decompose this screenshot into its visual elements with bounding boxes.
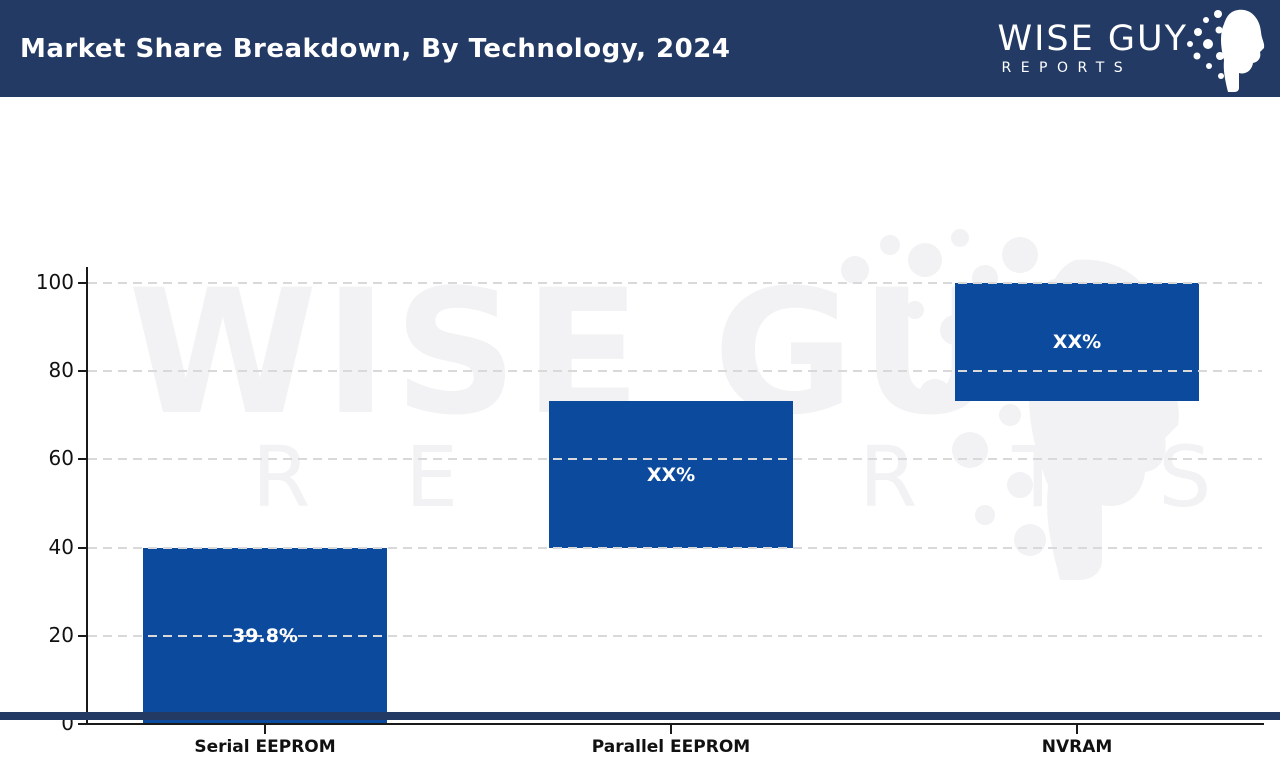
y-tick-label: 80 [48, 358, 74, 383]
x-tick-mark [264, 725, 266, 734]
wiseguy-face-icon [1187, 9, 1265, 92]
bar-value-label: XX% [1052, 330, 1102, 353]
bar [549, 400, 793, 549]
y-tick-mark [78, 634, 87, 637]
y-axis-line [86, 267, 88, 725]
wiseguy-logo: WISE GUY REPORTS [997, 6, 1280, 92]
y-gridline [88, 458, 1262, 461]
chart-area: 0 20 40 60 80 100 39.8% Serial EEPROM XX% Paralle… [0, 97, 1280, 757]
x-axis-line [86, 723, 1264, 725]
logo-wiseguy-text: WISE GUY [997, 18, 1188, 59]
x-category-label: NVRAM [1041, 737, 1113, 757]
y-gridline [88, 546, 1262, 549]
x-tick-mark [1076, 725, 1078, 734]
x-tick-mark [670, 725, 672, 734]
header-bar: Market Share Breakdown, By Technology, 2… [0, 0, 1280, 97]
y-gridline [88, 370, 1262, 373]
bar-value-label: XX% [646, 463, 696, 486]
chart-title: Market Share Breakdown, By Technology, 2… [20, 33, 731, 64]
y-tick-mark [78, 546, 87, 549]
logo-reports-text: REPORTS [1001, 59, 1133, 76]
x-category-label: Parallel EEPROM [591, 737, 751, 757]
x-category-label: Serial EEPROM [194, 737, 336, 757]
y-tick-mark [78, 282, 87, 284]
bar-value-label: 39.8% [232, 625, 298, 648]
y-gridline [88, 282, 1262, 284]
y-tick-label: 20 [48, 622, 74, 647]
y-gridline [88, 634, 1262, 637]
bar [955, 283, 1199, 401]
y-tick-label: 60 [48, 446, 74, 471]
y-tick-mark [78, 458, 87, 461]
y-tick-mark [78, 723, 87, 725]
y-tick-mark [78, 370, 87, 373]
y-tick-label: 100 [35, 270, 74, 294]
footer-bar [0, 712, 1280, 720]
y-tick-label: 40 [48, 534, 74, 559]
